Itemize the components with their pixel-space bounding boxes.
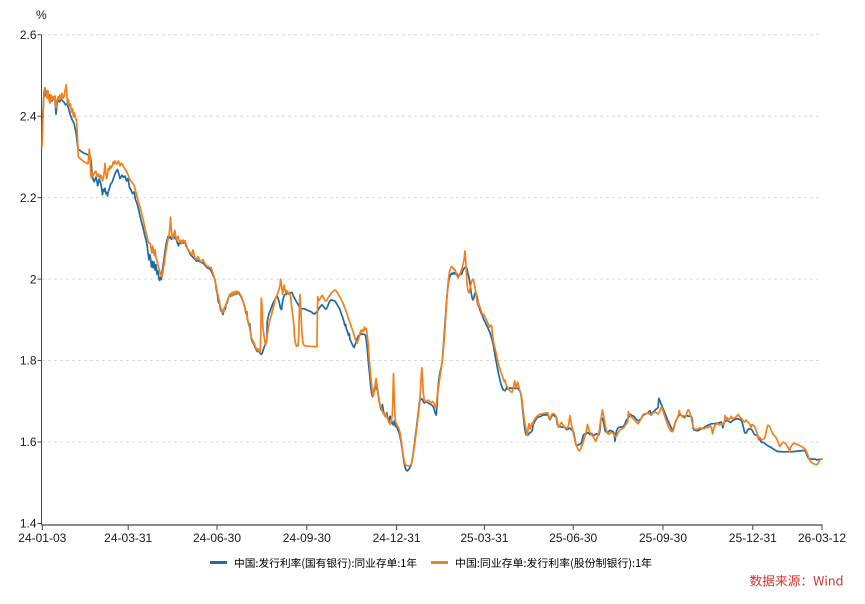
svg-text:24-01-03: 24-01-03 (18, 531, 66, 545)
svg-text:25-12-31: 25-12-31 (729, 531, 777, 545)
svg-text:%: % (36, 8, 47, 22)
svg-text:25-03-31: 25-03-31 (460, 531, 508, 545)
svg-text:1.6: 1.6 (20, 435, 37, 449)
svg-text:25-06-30: 25-06-30 (549, 531, 597, 545)
svg-text:25-09-30: 25-09-30 (639, 531, 687, 545)
svg-text:24-06-30: 24-06-30 (193, 531, 241, 545)
svg-text:2.6: 2.6 (20, 28, 37, 42)
svg-text:24-03-31: 24-03-31 (104, 531, 152, 545)
svg-text:24-12-31: 24-12-31 (373, 531, 421, 545)
svg-text:1.8: 1.8 (20, 354, 37, 368)
svg-text:1.4: 1.4 (20, 517, 37, 531)
svg-text:26-03-12: 26-03-12 (798, 531, 846, 545)
svg-text:2.2: 2.2 (20, 191, 37, 205)
svg-text:2: 2 (30, 272, 37, 286)
svg-text:2.4: 2.4 (20, 109, 37, 123)
svg-text:24-09-30: 24-09-30 (283, 531, 331, 545)
